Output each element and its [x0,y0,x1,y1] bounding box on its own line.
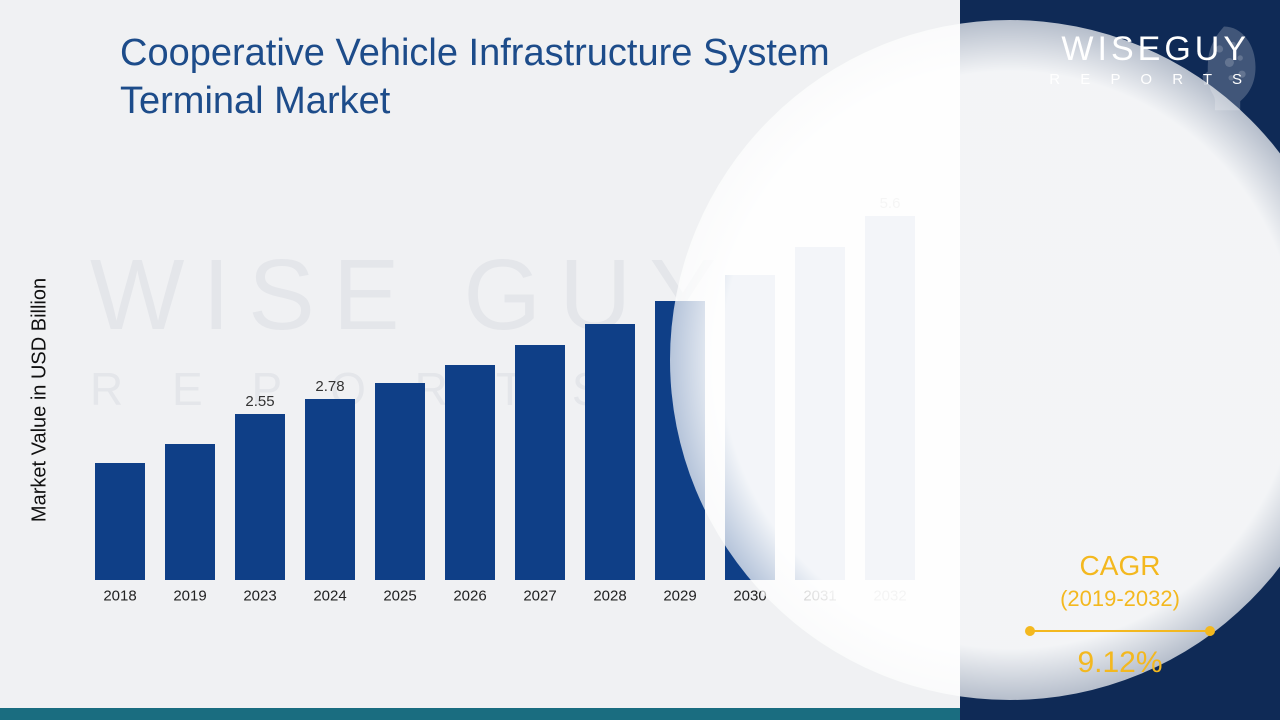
bottom-accent-bar [0,708,960,720]
cagr-divider [1030,630,1210,632]
x-tick-label: 2018 [85,587,155,604]
x-tick-label: 2024 [295,587,365,604]
cagr-label: CAGR [960,550,1280,582]
x-tick-label: 2019 [155,587,225,604]
bar-value-label: 2.78 [305,378,355,395]
bar [235,414,285,580]
bar [445,365,495,580]
head-profile-icon [1170,22,1260,112]
y-axis-label: Market Value in USD Billion [29,278,52,522]
bar [515,345,565,580]
bar [165,444,215,581]
x-tick-label: 2025 [365,587,435,604]
bar [585,324,635,580]
cagr-value: 9.12% [960,646,1280,680]
side-panel: WISEGUY R E P O R T S CAGR (2019-2032) 9… [960,0,1280,720]
x-tick-label: 2028 [575,587,645,604]
bar [375,383,425,580]
x-tick-label: 2027 [505,587,575,604]
logo: WISEGUY R E P O R T S [1049,30,1250,88]
bar [95,463,145,580]
x-tick-label: 2026 [435,587,505,604]
x-tick-label: 2029 [645,587,715,604]
bar-value-label: 2.55 [235,393,285,410]
chart-title: Cooperative Vehicle Infrastructure Syste… [120,30,860,125]
cagr-period: (2019-2032) [960,586,1280,612]
x-tick-label: 2023 [225,587,295,604]
bar [305,399,355,580]
cagr-block: CAGR (2019-2032) 9.12% [960,550,1280,680]
